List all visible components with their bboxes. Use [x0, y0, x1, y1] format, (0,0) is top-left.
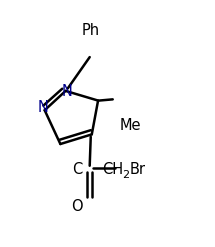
- Text: Br: Br: [129, 162, 146, 177]
- Text: 2: 2: [122, 170, 129, 180]
- Text: N: N: [61, 84, 72, 99]
- Text: Me: Me: [120, 118, 141, 133]
- Text: N: N: [37, 100, 48, 115]
- Text: C: C: [72, 162, 82, 177]
- Text: O: O: [71, 199, 83, 214]
- Text: CH: CH: [102, 162, 123, 177]
- Text: Ph: Ph: [82, 23, 100, 38]
